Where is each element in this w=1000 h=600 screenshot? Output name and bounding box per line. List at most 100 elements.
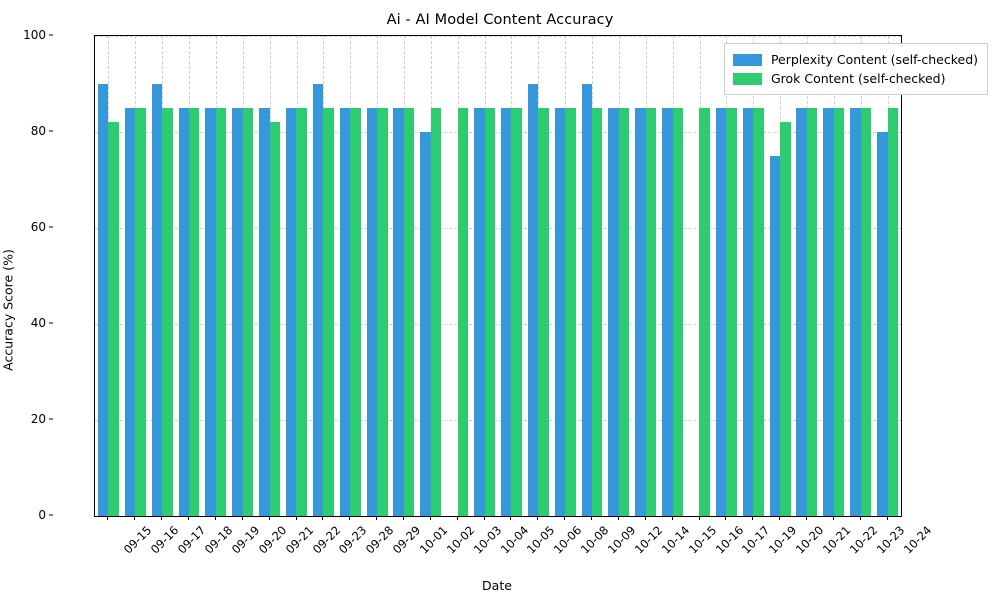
x-tick-mark (617, 516, 619, 520)
x-tick-mark (456, 516, 458, 520)
bar (608, 108, 619, 516)
x-tick-label: 09-18 (201, 523, 236, 557)
bar (565, 108, 576, 516)
legend-entry: Grok Content (self-checked) (732, 69, 978, 88)
x-tick-mark (349, 516, 351, 520)
bar (124, 108, 136, 516)
x-tick-label: 10-01 (416, 523, 451, 557)
x-tick-label: 10-05 (524, 523, 558, 557)
x-tick-mark (134, 516, 136, 520)
x-tick-label: 09-20 (255, 523, 290, 557)
x-tick-label: 09-22 (309, 523, 343, 557)
bar-group (715, 36, 737, 516)
x-tick-mark (322, 516, 324, 520)
legend-swatch-icon (732, 53, 762, 66)
x-tick-label: 10-04 (497, 523, 531, 557)
bar-group (527, 36, 549, 516)
x-tick-mark (402, 516, 404, 520)
bar-group (447, 36, 469, 516)
bar (259, 108, 270, 516)
bar (742, 108, 754, 516)
legend-label: Grok Content (self-checked) (770, 71, 946, 86)
bar (618, 108, 630, 516)
bar (377, 108, 388, 516)
legend-swatch-icon (732, 72, 762, 85)
bar (393, 108, 404, 516)
bar-group (205, 36, 227, 516)
y-tick-mark (49, 34, 53, 36)
bar (823, 108, 834, 516)
x-tick-label: 09-23 (336, 523, 370, 557)
bar (205, 108, 216, 516)
bar-group (608, 36, 630, 516)
x-tick-label: 10-12 (631, 523, 666, 557)
x-tick-label: 09-15 (121, 523, 155, 557)
bar (780, 122, 791, 516)
x-tick-label: 10-21 (819, 523, 854, 557)
x-tick-label: 10-09 (604, 523, 639, 557)
bar (403, 108, 415, 516)
y-tick-label: 20 (30, 412, 46, 426)
x-tick-mark (779, 516, 781, 520)
x-tick-label: 09-29 (389, 523, 424, 557)
x-tick-label: 09-16 (148, 523, 182, 557)
bar-group (178, 36, 200, 516)
bar (672, 108, 684, 516)
x-tick-mark (752, 516, 754, 520)
bar (715, 108, 727, 516)
x-axis: 09-15 09-16 09-17 09-18 09-19 09-20 09-21 09-22… (94, 516, 934, 576)
x-tick-label: 09-19 (228, 523, 263, 557)
x-tick-mark (537, 516, 539, 520)
bar (592, 108, 603, 516)
bar-group (877, 36, 899, 516)
x-tick-label: 09-28 (363, 523, 397, 557)
y-tick-label: 60 (30, 220, 46, 234)
y-tick-label: 0 (38, 508, 46, 522)
bar-group (635, 36, 657, 516)
bar (189, 108, 200, 516)
bar (97, 84, 109, 516)
legend-entry: Perplexity Content (self-checked) (732, 50, 978, 69)
bar-group (420, 36, 442, 516)
bar-group (500, 36, 522, 516)
bar-group (339, 36, 361, 516)
x-tick-label: 10-02 (443, 523, 478, 557)
bar-group (742, 36, 764, 516)
x-tick-mark (832, 516, 834, 520)
bar-group (796, 36, 818, 516)
bar-group (474, 36, 496, 516)
bar (215, 108, 227, 516)
y-tick-label: 40 (30, 316, 46, 330)
bar (323, 108, 334, 516)
chart-title: Ai - AI Model Content Accuracy (386, 12, 614, 28)
bar-group (769, 36, 791, 516)
bar-group (259, 36, 281, 516)
y-tick-mark (49, 130, 53, 132)
x-tick-mark (805, 516, 807, 520)
bar (286, 108, 297, 516)
legend-label: Perplexity Content (self-checked) (770, 52, 978, 67)
x-tick-label: 09-21 (282, 523, 316, 557)
x-tick-mark (295, 516, 297, 520)
bars-layer (95, 36, 901, 516)
x-tick-label: 10-24 (900, 523, 934, 557)
x-tick-label: 10-06 (551, 523, 585, 557)
bar-group (581, 36, 603, 516)
bar (457, 108, 469, 516)
x-tick-mark (510, 516, 512, 520)
bar (500, 108, 512, 516)
y-tick-label: 80 (30, 124, 46, 138)
bar (162, 108, 173, 516)
bar (699, 108, 710, 516)
bar (366, 108, 378, 516)
bar-group (823, 36, 845, 516)
bar (527, 84, 539, 516)
bar (312, 84, 324, 516)
bar (430, 108, 442, 516)
bar (339, 108, 351, 516)
bar (769, 156, 781, 516)
bar-group (662, 36, 684, 516)
bar-group (124, 36, 146, 516)
bar-group (554, 36, 576, 516)
x-tick-mark (161, 516, 163, 520)
